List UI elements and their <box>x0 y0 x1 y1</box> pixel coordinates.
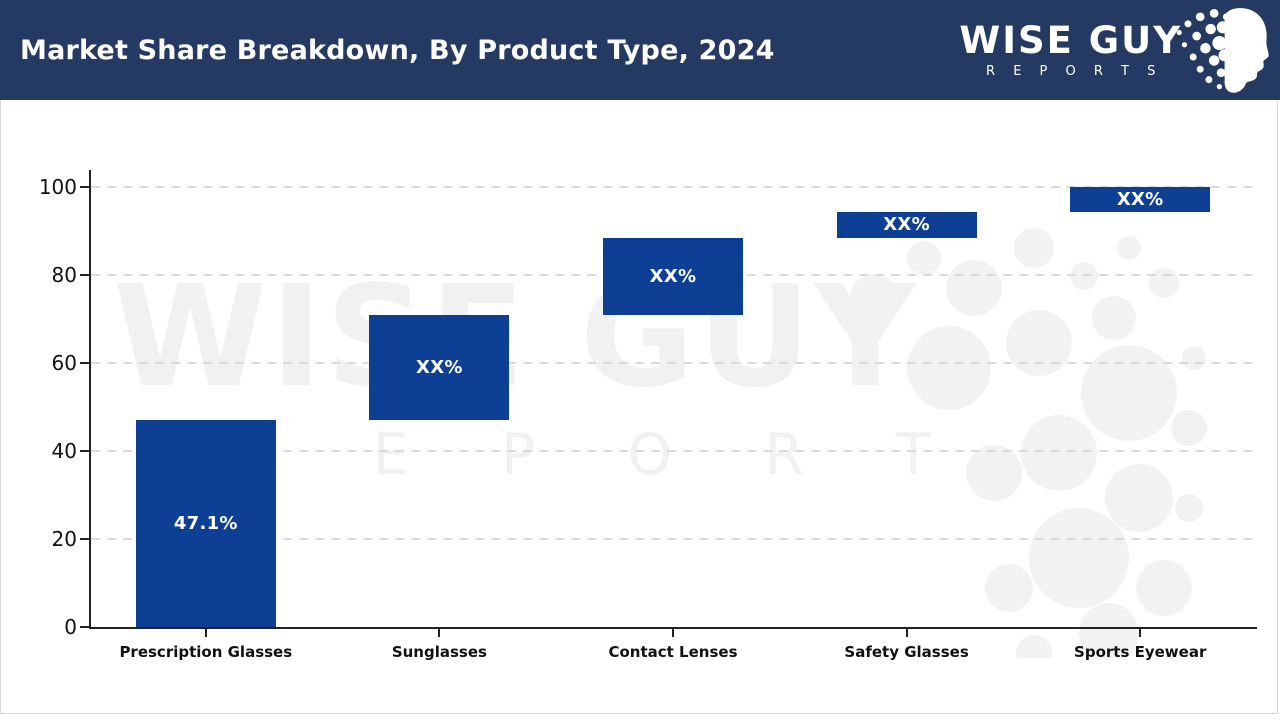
gridline-20 <box>91 538 1255 540</box>
brand-logo: WISE GUY R E P O R T S <box>959 4 1270 96</box>
gridline-60 <box>91 362 1255 364</box>
watermark: WISE GUY R E P O R T S <box>113 256 1097 489</box>
x-tick-4 <box>1139 629 1142 637</box>
watermark-line2: R E P O R T S <box>241 422 1097 488</box>
y-axis-line <box>89 170 91 629</box>
x-label-contact-lenses: Contact Lenses <box>608 643 738 661</box>
x-tick-1 <box>438 629 441 637</box>
logo-head-icon <box>1176 8 1269 93</box>
plot-area: 47.1% XX% XX% XX% XX% <box>80 170 1257 637</box>
x-label-prescription-glasses: Prescription Glasses <box>119 643 293 661</box>
y-tick-label-100: 100 <box>38 175 77 199</box>
x-tick-0 <box>204 629 207 637</box>
bar-value-label: XX% <box>649 266 697 288</box>
x-label-sports-eyewear: Sports Eyewear <box>1074 643 1207 661</box>
y-tick-0 <box>80 626 89 628</box>
bar-prescription-glasses: 47.1% <box>135 419 276 627</box>
bar-sports-eyewear: XX% <box>1070 187 1211 213</box>
y-tick-label-40: 40 <box>51 439 77 463</box>
x-label-sunglasses: Sunglasses <box>391 643 487 661</box>
chart-area: WISE GUY R E P O R T S 47.1% XX% XX% XX% XX%… <box>0 100 1278 714</box>
gridline-40 <box>91 450 1255 452</box>
bar-value-label: XX% <box>883 214 930 236</box>
x-axis-line <box>89 627 1257 629</box>
gridline-100 <box>91 186 1255 188</box>
y-tick-label-20: 20 <box>51 527 77 551</box>
page-title: Market Share Breakdown, By Product Type,… <box>20 34 775 66</box>
watermark-face-icon <box>850 228 1207 658</box>
y-tick-80 <box>80 274 89 276</box>
bar-value-label: 47.1% <box>173 512 238 534</box>
bar-sunglasses: XX% <box>369 315 510 420</box>
y-tick-40 <box>80 450 89 452</box>
header-bar: Market Share Breakdown, By Product Type,… <box>0 0 1280 100</box>
y-tick-20 <box>80 538 89 540</box>
x-tick-3 <box>905 629 908 637</box>
bar-safety-glasses: XX% <box>836 212 977 238</box>
x-tick-2 <box>672 629 674 637</box>
logo-subtitle-text: R E P O R T S <box>986 63 1163 79</box>
watermark-line1: WISE GUY <box>113 256 919 419</box>
y-tick-label-0: 0 <box>64 615 77 639</box>
logo-wordmark: WISE GUY R E P O R T S <box>959 22 1182 79</box>
bar-value-label: XX% <box>416 357 463 379</box>
logo-name-text: WISE GUY <box>959 18 1182 62</box>
y-tick-60 <box>80 362 89 364</box>
bar-contact-lenses: XX% <box>603 237 743 316</box>
x-label-safety-glasses: Safety Glasses <box>844 643 969 661</box>
y-tick-label-80: 80 <box>51 263 77 287</box>
y-tick-100 <box>80 186 89 188</box>
bar-value-label: XX% <box>1116 189 1164 211</box>
y-tick-label-60: 60 <box>51 351 77 375</box>
